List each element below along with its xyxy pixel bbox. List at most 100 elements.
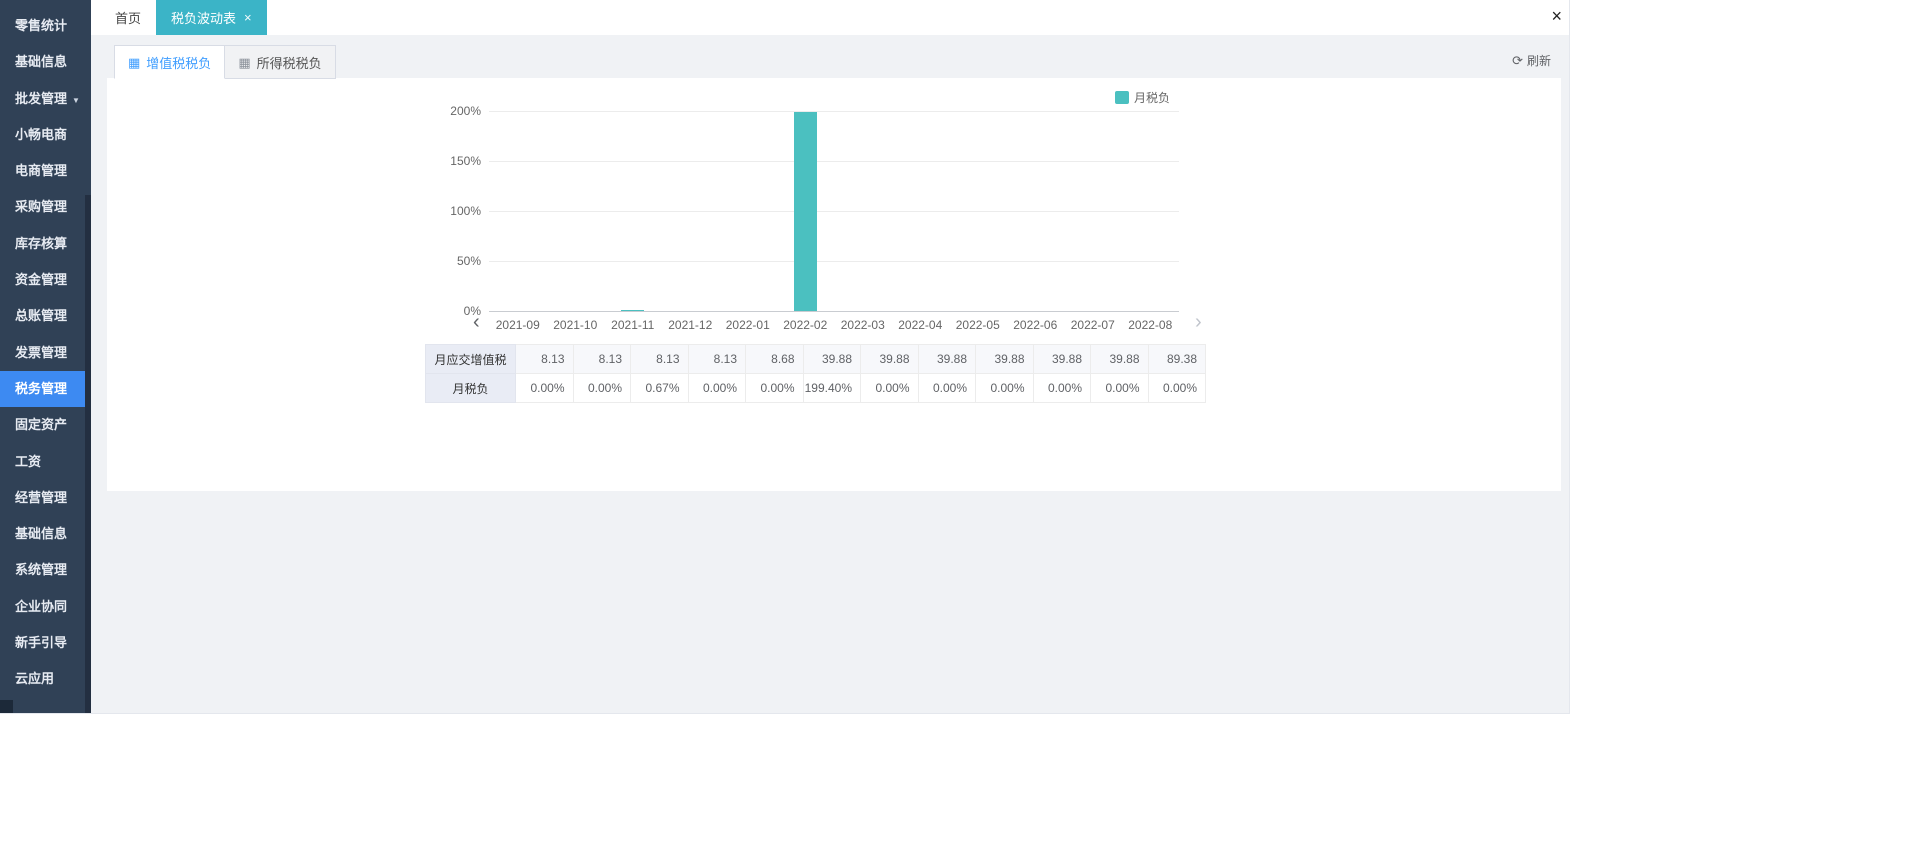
- tab-close-icon[interactable]: ×: [244, 10, 252, 25]
- sidebar-item[interactable]: 批发管理 ▼: [0, 81, 91, 117]
- x-axis-tick-label: 2022-03: [840, 318, 885, 332]
- sidebar-item[interactable]: 零售统计: [0, 8, 91, 44]
- page-tab-label: 首页: [115, 11, 142, 26]
- y-gridline: [489, 161, 1179, 162]
- table-icon: ▦: [238, 54, 251, 70]
- x-axis-tick-label: 2022-01: [725, 318, 770, 332]
- table-row: 月应交增值税 8.13 8.13 8.13 8.13 8.68 39.88 39.88 39.8…: [425, 344, 1206, 374]
- table-cell: 0.00%: [515, 373, 574, 403]
- sidebar-item[interactable]: 税务管理: [0, 370, 91, 408]
- table-cell: 89.38: [1147, 344, 1206, 374]
- table-cell: 39.88: [1032, 344, 1091, 374]
- refresh-button[interactable]: ⟳ 刷新: [1512, 52, 1551, 69]
- x-axis-tick-label: 2021-10: [553, 318, 598, 332]
- table-cell: 8.13: [687, 344, 746, 374]
- sidebar-item[interactable]: 云应用: [0, 661, 91, 697]
- page-tabs: 首页 税负波动表 ×: [100, 0, 267, 35]
- sidebar-item[interactable]: 库存核算: [0, 226, 91, 262]
- sidebar-item-label: 基础信息: [15, 526, 68, 542]
- sidebar-item[interactable]: 基础信息: [0, 516, 91, 552]
- chevron-down-icon: ▼: [72, 95, 80, 105]
- sidebar-item-label: 企业协同: [15, 598, 68, 614]
- panel-tabs: ▦ 增值税税负 ▦ 所得税税负: [114, 45, 336, 79]
- table-cell: 0.00%: [1090, 373, 1149, 403]
- table-cell: 39.88: [1090, 344, 1149, 374]
- page-tab[interactable]: 首页: [100, 0, 156, 35]
- sidebar-item[interactable]: 资金管理: [0, 262, 91, 298]
- page-tab-label: 税负波动表: [171, 11, 237, 26]
- chart-prev-arrow-icon[interactable]: ‹: [473, 311, 480, 333]
- table-cell: 8.68: [745, 344, 804, 374]
- sidebar-item[interactable]: 电商管理: [0, 153, 91, 189]
- table-cell: 8.13: [572, 344, 631, 374]
- sidebar-item[interactable]: 固定资产: [0, 407, 91, 443]
- row-header: 月税负: [425, 373, 516, 403]
- sidebar-item-label: 电商管理: [15, 163, 68, 179]
- y-axis-tick-label: 50%: [456, 254, 481, 268]
- table-cell: 8.13: [515, 344, 574, 374]
- table-cell: 0.00%: [745, 373, 804, 403]
- x-axis-tick-label: 2022-02: [783, 318, 828, 332]
- sidebar-item-label: 云应用: [15, 671, 55, 687]
- chart-plot: 0% 50% 100% 150% 200% 2021-09 2021-10 2021-11 20…: [450, 104, 1179, 332]
- sidebar-item[interactable]: 工资: [0, 444, 91, 480]
- sidebar-item-label: 小畅电商: [15, 126, 68, 142]
- x-axis-line: [489, 311, 1179, 312]
- sidebar-item[interactable]: 新手引导: [0, 625, 91, 661]
- page-tab[interactable]: 税负波动表 ×: [156, 0, 267, 35]
- sidebar-item[interactable]: 系统管理: [0, 552, 91, 588]
- table-cell: 199.40%: [802, 373, 861, 403]
- table-cell: 0.00%: [975, 373, 1034, 403]
- window-close-icon[interactable]: ×: [1551, 6, 1562, 26]
- sidebar-item-label: 采购管理: [15, 199, 68, 215]
- sidebar-item[interactable]: 企业协同: [0, 589, 91, 625]
- sidebar-item-label: 税务管理: [15, 380, 68, 396]
- table-cell: 0.00%: [687, 373, 746, 403]
- sidebar: 零售统计 基础信息 批发管理 ▼ 小畅电商 电商管理 采购管理 库存核算 资金管理 总账管理 发票管…: [0, 0, 91, 713]
- sidebar-item[interactable]: 采购管理: [0, 189, 91, 225]
- sidebar-item-label: 总账管理: [15, 308, 68, 324]
- table-cell: 0.00%: [860, 373, 919, 403]
- panel-tab[interactable]: ▦ 增值税税负: [114, 45, 226, 79]
- sidebar-item[interactable]: 发票管理: [0, 335, 91, 371]
- table-cell: 0.67%: [630, 373, 689, 403]
- x-axis-tick-label: 2022-08: [1128, 318, 1173, 332]
- chart-bar[interactable]: [793, 112, 817, 311]
- table-cell: 0.00%: [572, 373, 631, 403]
- sidebar-item-label: 系统管理: [15, 562, 68, 578]
- sidebar-item[interactable]: 基础信息: [0, 44, 91, 80]
- sidebar-item[interactable]: 小畅电商: [0, 117, 91, 153]
- y-gridline: [489, 111, 1179, 112]
- sidebar-item[interactable]: 总账管理: [0, 298, 91, 334]
- x-axis-tick-label: 2021-12: [668, 318, 713, 332]
- x-axis-tick-label: 2022-04: [898, 318, 943, 332]
- sidebar-item[interactable]: 经营管理: [0, 480, 91, 516]
- x-axis-tick-label: 2022-05: [955, 318, 1000, 332]
- table-cell: 39.88: [917, 344, 976, 374]
- x-axis-tick-label: 2021-11: [611, 318, 655, 332]
- sidebar-item-label: 工资: [15, 453, 42, 469]
- x-axis-tick-label: 2022-06: [1013, 318, 1058, 332]
- y-axis-tick-label: 200%: [450, 104, 481, 118]
- table-cell: 39.88: [975, 344, 1034, 374]
- sidebar-item-label: 经营管理: [15, 489, 68, 505]
- app-window: 零售统计 基础信息 批发管理 ▼ 小畅电商 电商管理 采购管理 库存核算 资金管理 总账管理 发票管…: [0, 0, 1570, 714]
- chart-next-arrow-icon[interactable]: ›: [1195, 311, 1202, 333]
- sidebar-item-label: 基础信息: [15, 54, 68, 70]
- chart-bar[interactable]: [621, 310, 645, 311]
- panel-tab-label: 所得税税负: [256, 55, 322, 71]
- refresh-label: 刷新: [1526, 54, 1551, 68]
- table-cell: 0.00%: [1032, 373, 1091, 403]
- sidebar-menu: 零售统计 基础信息 批发管理 ▼ 小畅电商 电商管理 采购管理 库存核算 资金管理 总账管理 发票管…: [0, 0, 91, 698]
- sidebar-scrollbar[interactable]: [85, 195, 91, 713]
- sidebar-item-label: 固定资产: [15, 417, 68, 433]
- main-content: ▦ 增值税税负 ▦ 所得税税负 ⟳ 刷新 月税负 0% 50% 100% 150% 200% 2…: [91, 35, 1569, 713]
- chart-legend[interactable]: 月税负: [1115, 89, 1170, 106]
- data-table: 月应交增值税 8.13 8.13 8.13 8.13 8.68 39.88 39.88 39.8…: [425, 344, 1206, 403]
- table-cell: 39.88: [860, 344, 919, 374]
- table-row: 月税负 0.00% 0.00% 0.67% 0.00% 0.00% 199.40% 0.00%…: [425, 373, 1206, 403]
- legend-swatch-icon: [1115, 91, 1129, 104]
- panel-tab[interactable]: ▦ 所得税税负: [225, 45, 336, 79]
- chart-panel: 月税负 0% 50% 100% 150% 200% 2021-09 2021-10 2021-…: [107, 78, 1561, 491]
- y-axis-tick-label: 150%: [450, 154, 481, 168]
